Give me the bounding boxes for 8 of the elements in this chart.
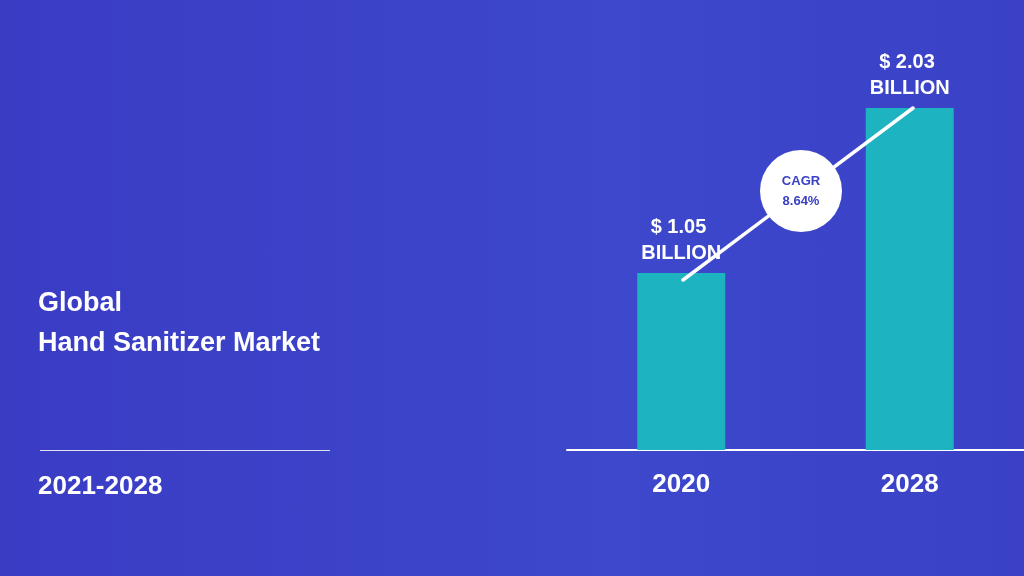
data-label: $ 2.03 BILLION [869, 50, 950, 98]
badge-circle: CAGR 8.64% [760, 150, 842, 232]
text: 2021-2028 [38, 470, 163, 501]
x-tick-label: 2028 [880, 468, 939, 498]
x-tick-label: 2020 [652, 468, 711, 498]
annotation: CAGR 8.64% [781, 173, 821, 208]
data-label: $ 1.05 BILLION [641, 215, 722, 264]
text: Global Hand Sanitizer Market [38, 286, 321, 359]
